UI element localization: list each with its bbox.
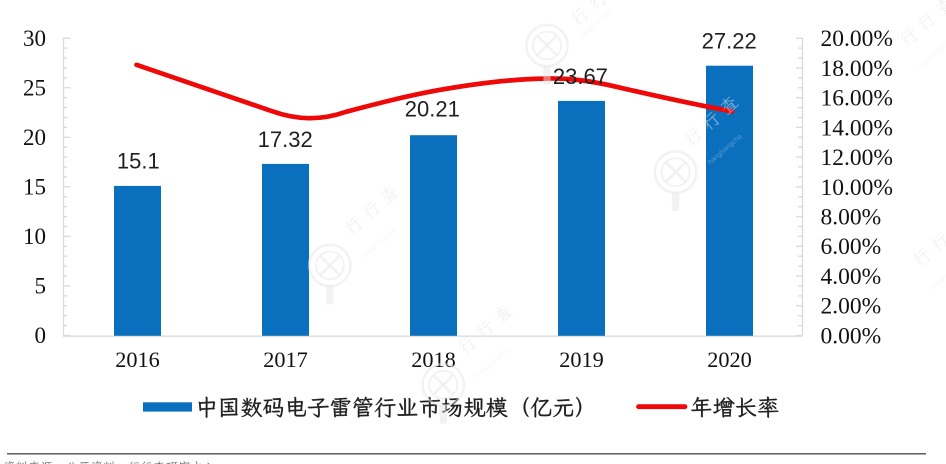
svg-text:2018: 2018 bbox=[411, 347, 456, 372]
svg-text:14.00%: 14.00% bbox=[821, 115, 893, 141]
svg-text:20.00%: 20.00% bbox=[821, 26, 893, 52]
svg-text:30: 30 bbox=[23, 26, 46, 51]
svg-text:0: 0 bbox=[35, 323, 47, 348]
svg-text:0.00%: 0.00% bbox=[821, 323, 882, 349]
svg-text:2.00%: 2.00% bbox=[821, 294, 882, 320]
svg-text:2020: 2020 bbox=[707, 347, 752, 372]
svg-text:20.21: 20.21 bbox=[405, 97, 460, 122]
svg-text:16.00%: 16.00% bbox=[821, 86, 893, 112]
svg-text:18.00%: 18.00% bbox=[821, 56, 893, 82]
svg-text:4.00%: 4.00% bbox=[821, 264, 882, 290]
svg-text:20: 20 bbox=[23, 125, 46, 150]
svg-text:17.32: 17.32 bbox=[258, 127, 313, 152]
svg-text:27.22: 27.22 bbox=[702, 29, 757, 54]
svg-text:10: 10 bbox=[23, 224, 46, 249]
svg-text:2019: 2019 bbox=[559, 347, 604, 372]
svg-text:5: 5 bbox=[35, 274, 47, 299]
svg-text:23.67: 23.67 bbox=[553, 64, 608, 89]
svg-text:15: 15 bbox=[23, 175, 46, 200]
svg-text:2017: 2017 bbox=[263, 347, 308, 372]
svg-text:6.00%: 6.00% bbox=[821, 234, 882, 260]
svg-text:2016: 2016 bbox=[115, 347, 160, 372]
svg-text:15.1: 15.1 bbox=[117, 149, 160, 174]
svg-text:8.00%: 8.00% bbox=[821, 205, 882, 231]
svg-text:12.00%: 12.00% bbox=[821, 145, 893, 171]
svg-text:25: 25 bbox=[23, 76, 46, 101]
svg-text:10.00%: 10.00% bbox=[821, 175, 893, 201]
